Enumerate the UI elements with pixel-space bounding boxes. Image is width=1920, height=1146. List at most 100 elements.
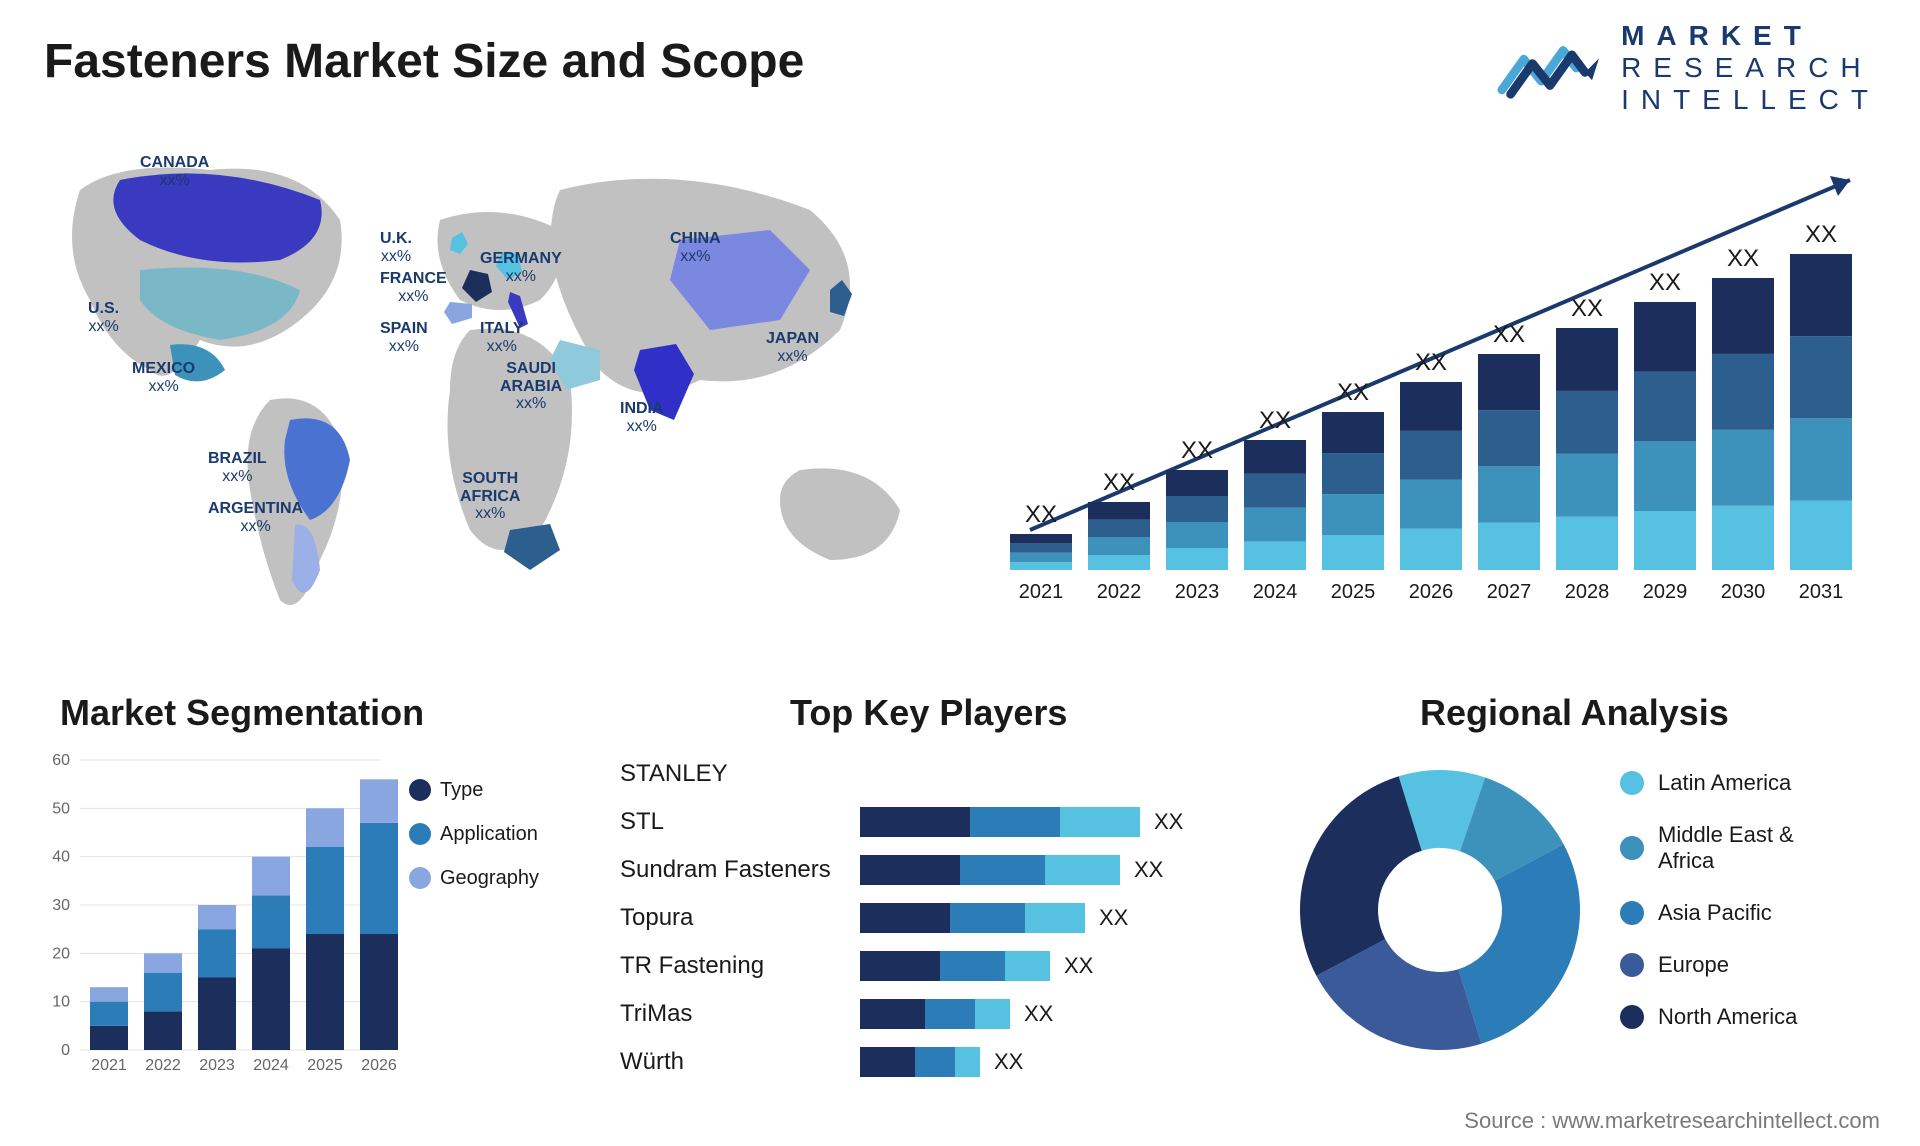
segmentation-chart: 0102030405060202120222023202420252026Typ…	[40, 740, 600, 1100]
segmentation-bar-seg	[198, 905, 236, 929]
forecast-bar-seg	[1010, 553, 1072, 562]
regional-legend: Latin America Middle East &Africa Asia Pac…	[1620, 770, 1797, 1056]
logo-line3: INTELLECT	[1621, 84, 1880, 116]
svg-text:2024: 2024	[253, 1057, 289, 1074]
player-bar-row: XX	[860, 942, 1260, 990]
svg-text:2022: 2022	[145, 1057, 181, 1074]
source-text: Source : www.marketresearchintellect.com	[1464, 1108, 1880, 1134]
segmentation-legend-label: Geography	[440, 867, 539, 889]
forecast-bar-seg	[1712, 506, 1774, 570]
forecast-bar-seg	[1244, 541, 1306, 570]
player-bar-seg	[950, 903, 1025, 933]
forecast-bar-seg	[1790, 500, 1852, 570]
player-bar-list: XXXXXXXXXXXX	[860, 798, 1260, 1086]
forecast-year-label: 2024	[1253, 581, 1298, 603]
forecast-year-label: 2030	[1721, 581, 1766, 603]
segmentation-bar-seg	[198, 929, 236, 977]
forecast-bar-seg	[1322, 535, 1384, 570]
forecast-bar-seg	[1556, 454, 1618, 517]
segmentation-bar-seg	[306, 808, 344, 847]
legend-swatch	[1620, 1005, 1644, 1029]
legend-label: Asia Pacific	[1658, 900, 1772, 926]
world-map: CANADAxx% U.S.xx% MEXICOxx% BRAZILxx% ARGENT…	[40, 130, 960, 640]
forecast-bar-seg	[1712, 354, 1774, 430]
map-label: SOUTHAFRICAxx%	[460, 470, 520, 523]
forecast-bar-seg	[1166, 548, 1228, 570]
regional-legend-row: Latin America	[1620, 770, 1797, 796]
forecast-bar-seg	[1088, 555, 1150, 570]
forecast-bar-label: XX	[1025, 501, 1057, 528]
forecast-bar-seg	[1712, 278, 1774, 354]
forecast-year-label: 2023	[1175, 581, 1220, 603]
player-bar-seg	[860, 951, 940, 981]
svg-text:40: 40	[52, 849, 70, 866]
forecast-bar-seg	[1166, 470, 1228, 496]
forecast-bar-seg	[1478, 410, 1540, 466]
forecast-bar-seg	[1790, 418, 1852, 500]
segmentation-bar-seg	[198, 978, 236, 1051]
donut-slice	[1458, 844, 1580, 1043]
svg-text:30: 30	[52, 897, 70, 914]
map-label: CANADAxx%	[140, 154, 209, 189]
regional-legend-row: Middle East &Africa	[1620, 822, 1797, 874]
forecast-bar-seg	[1712, 430, 1774, 506]
player-bar-row: XX	[860, 990, 1260, 1038]
logo-icon	[1495, 33, 1605, 103]
donut-slice	[1300, 776, 1422, 975]
segmentation-bar-seg	[306, 847, 344, 934]
svg-text:20: 20	[52, 945, 70, 962]
map-label: SAUDIARABIAxx%	[500, 360, 562, 413]
map-label: BRAZILxx%	[208, 450, 267, 485]
player-bar-seg	[1005, 951, 1050, 981]
player-bar-seg	[1045, 855, 1120, 885]
forecast-bar-seg	[1400, 431, 1462, 480]
map-label: FRANCExx%	[380, 270, 447, 305]
map-label: U.K.xx%	[380, 230, 412, 265]
segmentation-bar-seg	[144, 953, 182, 972]
forecast-bar-seg	[1634, 441, 1696, 511]
regional-legend-row: Asia Pacific	[1620, 900, 1797, 926]
map-label: MEXICOxx%	[132, 360, 195, 395]
forecast-bar-seg	[1790, 336, 1852, 418]
segmentation-bar-seg	[252, 857, 290, 896]
segmentation-bar-seg	[360, 823, 398, 934]
forecast-year-label: 2031	[1799, 581, 1844, 603]
player-value: XX	[1024, 1001, 1053, 1027]
player-bar-seg	[940, 951, 1005, 981]
forecast-year-label: 2026	[1409, 581, 1454, 603]
player-value: XX	[1099, 905, 1128, 931]
legend-swatch	[1620, 771, 1644, 795]
forecast-bar-seg	[1556, 328, 1618, 391]
forecast-year-label: 2029	[1643, 581, 1688, 603]
forecast-bar-seg	[1088, 520, 1150, 538]
player-bar-seg	[1060, 807, 1140, 837]
segmentation-bar-seg	[252, 895, 290, 948]
svg-text:0: 0	[61, 1042, 70, 1059]
forecast-bar-seg	[1634, 302, 1696, 372]
logo-line2: RESEARCH	[1621, 52, 1880, 84]
logo-line1: MARKET	[1621, 20, 1880, 52]
player-bar-seg	[960, 855, 1045, 885]
player-bar-seg	[1025, 903, 1085, 933]
segmentation-svg: 0102030405060202120222023202420252026Typ…	[40, 740, 600, 1100]
player-name: Topura	[620, 894, 860, 942]
forecast-bar-seg	[1244, 474, 1306, 508]
map-label: CHINAxx%	[670, 230, 721, 265]
player-bar-seg	[970, 807, 1060, 837]
forecast-bar-seg	[1556, 391, 1618, 454]
player-value: XX	[994, 1049, 1023, 1075]
segmentation-bar-seg	[360, 779, 398, 823]
map-label: INDIAxx%	[620, 400, 664, 435]
player-bar-row: XX	[860, 798, 1260, 846]
forecast-bar-label: XX	[1181, 437, 1213, 464]
forecast-bar-seg	[1010, 562, 1072, 570]
player-bar-seg	[975, 999, 1010, 1029]
legend-swatch	[1620, 901, 1644, 925]
map-label: U.S.xx%	[88, 300, 119, 335]
map-label: ARGENTINAxx%	[208, 500, 303, 535]
segmentation-bar-seg	[90, 1026, 128, 1050]
forecast-year-label: 2025	[1331, 581, 1376, 603]
player-bar-seg	[860, 999, 925, 1029]
forecast-bar-seg	[1400, 480, 1462, 529]
regional-donut	[1290, 760, 1590, 1060]
